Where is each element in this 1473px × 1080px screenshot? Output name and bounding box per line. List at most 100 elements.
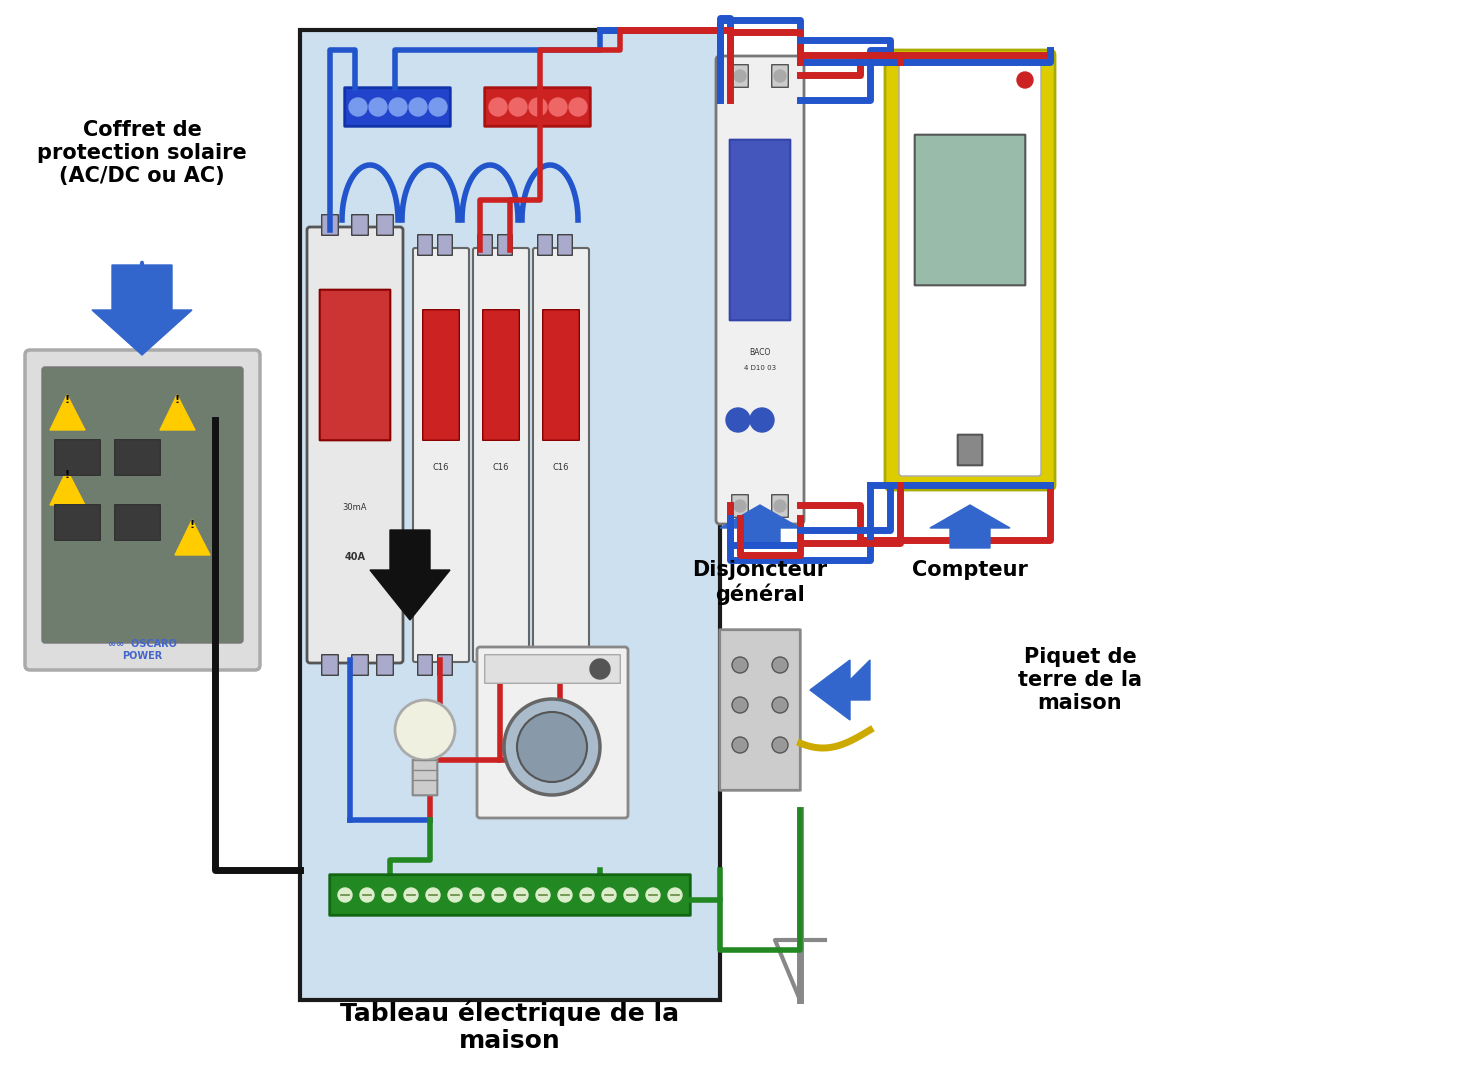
Circle shape — [389, 98, 407, 116]
FancyBboxPatch shape — [483, 310, 520, 441]
Circle shape — [510, 98, 527, 116]
FancyBboxPatch shape — [55, 504, 100, 540]
FancyBboxPatch shape — [321, 654, 339, 675]
Circle shape — [404, 888, 418, 902]
Circle shape — [549, 98, 567, 116]
FancyBboxPatch shape — [55, 440, 100, 475]
Circle shape — [514, 888, 527, 902]
Polygon shape — [91, 265, 191, 355]
Circle shape — [569, 98, 588, 116]
Text: 30mA: 30mA — [343, 503, 367, 512]
FancyBboxPatch shape — [915, 135, 1025, 285]
FancyBboxPatch shape — [558, 654, 573, 675]
FancyBboxPatch shape — [477, 234, 492, 255]
Polygon shape — [175, 519, 211, 555]
Text: !: ! — [65, 470, 69, 480]
FancyBboxPatch shape — [330, 875, 691, 916]
FancyBboxPatch shape — [542, 310, 579, 441]
FancyBboxPatch shape — [957, 434, 982, 465]
Circle shape — [426, 888, 440, 902]
FancyBboxPatch shape — [729, 139, 791, 321]
FancyBboxPatch shape — [306, 227, 404, 663]
FancyBboxPatch shape — [885, 50, 1055, 490]
FancyBboxPatch shape — [772, 495, 788, 517]
Text: Disjoncteur
général: Disjoncteur général — [692, 561, 828, 605]
FancyBboxPatch shape — [772, 65, 788, 87]
FancyBboxPatch shape — [437, 234, 452, 255]
FancyBboxPatch shape — [720, 630, 800, 791]
FancyBboxPatch shape — [321, 215, 339, 235]
FancyBboxPatch shape — [115, 504, 161, 540]
Polygon shape — [810, 660, 871, 720]
Circle shape — [359, 888, 374, 902]
FancyBboxPatch shape — [533, 248, 589, 662]
Polygon shape — [720, 505, 800, 548]
FancyBboxPatch shape — [418, 234, 432, 255]
Text: Tableau électrique de la
maison: Tableau électrique de la maison — [340, 1000, 679, 1053]
Circle shape — [647, 888, 660, 902]
Circle shape — [504, 699, 600, 795]
FancyBboxPatch shape — [558, 234, 573, 255]
Text: Piquet de
terre de la
maison: Piquet de terre de la maison — [1018, 647, 1142, 713]
Circle shape — [772, 657, 788, 673]
FancyBboxPatch shape — [485, 87, 591, 126]
Text: ∞∞  OSCARO: ∞∞ OSCARO — [108, 639, 177, 649]
Circle shape — [667, 888, 682, 902]
Circle shape — [750, 408, 773, 432]
FancyBboxPatch shape — [498, 234, 513, 255]
Circle shape — [536, 888, 549, 902]
Text: C16: C16 — [552, 463, 569, 472]
Text: C16: C16 — [433, 463, 449, 472]
FancyBboxPatch shape — [732, 65, 748, 87]
FancyBboxPatch shape — [345, 87, 451, 126]
FancyBboxPatch shape — [377, 215, 393, 235]
Circle shape — [732, 737, 748, 753]
Text: Coffret de
protection solaire
(AC/DC ou AC): Coffret de protection solaire (AC/DC ou … — [37, 120, 247, 187]
Circle shape — [492, 888, 507, 902]
Circle shape — [580, 888, 594, 902]
FancyBboxPatch shape — [477, 647, 627, 818]
FancyBboxPatch shape — [377, 654, 393, 675]
Circle shape — [1016, 72, 1033, 87]
Circle shape — [732, 657, 748, 673]
FancyBboxPatch shape — [115, 440, 161, 475]
FancyBboxPatch shape — [716, 56, 804, 524]
FancyBboxPatch shape — [485, 654, 620, 684]
Polygon shape — [50, 470, 85, 505]
FancyBboxPatch shape — [352, 654, 368, 675]
FancyBboxPatch shape — [352, 215, 368, 235]
Circle shape — [429, 98, 446, 116]
Circle shape — [517, 712, 588, 782]
Circle shape — [489, 98, 507, 116]
Circle shape — [602, 888, 616, 902]
Circle shape — [625, 888, 638, 902]
FancyBboxPatch shape — [498, 654, 513, 675]
Circle shape — [409, 98, 427, 116]
Text: !: ! — [174, 395, 180, 405]
FancyBboxPatch shape — [412, 248, 468, 662]
FancyBboxPatch shape — [412, 759, 437, 795]
Circle shape — [772, 737, 788, 753]
Polygon shape — [929, 505, 1010, 548]
Circle shape — [448, 888, 463, 902]
Text: 40A: 40A — [345, 552, 365, 562]
FancyBboxPatch shape — [473, 248, 529, 662]
FancyBboxPatch shape — [437, 654, 452, 675]
Text: POWER: POWER — [122, 651, 162, 661]
FancyBboxPatch shape — [899, 64, 1041, 476]
FancyBboxPatch shape — [43, 367, 243, 643]
Circle shape — [734, 500, 745, 512]
Circle shape — [395, 700, 455, 760]
Circle shape — [370, 98, 387, 116]
FancyBboxPatch shape — [418, 654, 432, 675]
FancyBboxPatch shape — [477, 654, 492, 675]
Circle shape — [349, 98, 367, 116]
Text: 4 D10 03: 4 D10 03 — [744, 365, 776, 372]
Circle shape — [772, 697, 788, 713]
Polygon shape — [370, 530, 449, 620]
Circle shape — [529, 98, 546, 116]
FancyBboxPatch shape — [538, 654, 552, 675]
Text: C16: C16 — [493, 463, 510, 472]
Circle shape — [734, 70, 745, 82]
Circle shape — [337, 888, 352, 902]
